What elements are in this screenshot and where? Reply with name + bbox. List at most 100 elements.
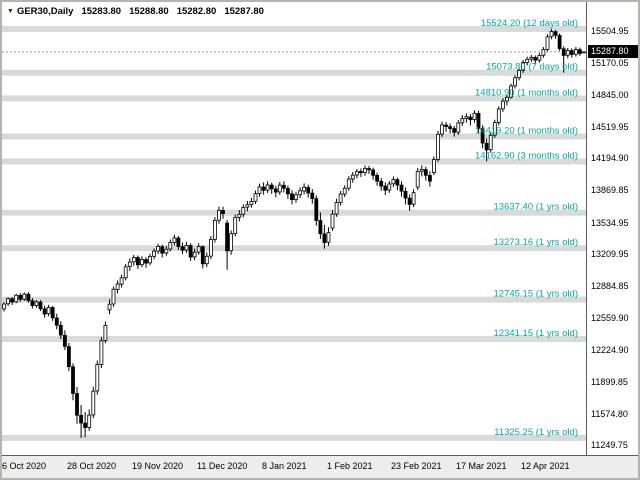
time-axis-label: 11 Dec 2020 [197,461,248,471]
candle-body [448,126,453,129]
candle-body [338,193,343,203]
candle-body [294,194,298,200]
sr-level-label: 12745.15 (1 yrs old) [494,289,579,300]
candle-body [127,261,132,268]
price-axis-tick: 13209.95 [591,249,629,259]
candle-body [71,366,75,394]
candle-body [379,180,384,187]
candle-body [123,266,128,279]
sr-level-label: 13637.40 (1 yrs old) [494,202,579,213]
candle-body [50,307,55,319]
symbol-dropdown-icon[interactable]: ▼ [7,8,14,15]
candle-body [111,288,116,305]
candle-body [423,169,428,176]
candle-body [322,233,327,243]
candle-body [391,179,396,185]
candlestick-chart: 15524.20 (12 days old) 15073.80 (7 days o… [2,18,586,441]
time-axis[interactable]: 6 Oct 2020 28 Oct 2020 19 Nov 2020 11 Dec 2… [2,455,638,478]
price-axis-tick: 12224.90 [591,345,629,355]
ohlc-open-value: 15283.80 [81,6,122,17]
candle-body [107,303,112,311]
sr-band [2,133,586,140]
current-price-tag: 15287.80 [588,45,638,58]
chart-header: ▼ GER30,Daily 15283.80 15288.80 15282.80 1528… [7,6,264,17]
candle-body [164,248,169,254]
candle-body [440,124,444,135]
candle-body [290,193,294,200]
candle-body [350,174,355,180]
time-axis-label: 17 Mar 2021 [456,461,507,471]
sr-level-label: 15524.20 (12 days old) [481,18,578,29]
candle-body [200,246,205,265]
time-axis-label: 8 Jan 2021 [262,461,307,471]
candle-body [54,317,59,326]
candle-body [387,183,392,191]
candle-body [399,184,404,192]
ohlc-low-value: 15282.80 [176,6,217,17]
candle-body [472,112,477,120]
candle-body [269,184,274,190]
candle-body [208,239,213,257]
ohlc-close-value: 15287.80 [224,6,264,17]
candle-body [537,55,542,61]
price-axis-tick: 13534.95 [591,218,629,228]
price-axis-tick: 12884.85 [591,281,629,291]
candle-body [326,232,331,243]
price-axis[interactable]: 15287.80 15504.95 15170.05 14845.00 14519.9… [586,2,638,455]
sr-level-label: 14810.90 (1 months old) [475,87,578,98]
price-axis-tick: 12559.90 [591,313,629,323]
candle-body [318,220,323,235]
time-axis-label: 12 Apr 2021 [521,461,570,471]
sr-level-label: 12341.15 (1 yrs old) [494,328,579,339]
candle-body [488,134,493,151]
candle-body [38,301,43,310]
candle-body [517,70,521,79]
candle-body [204,255,209,265]
candle-body [561,48,566,56]
candle-body [525,58,530,63]
candle-body [176,237,181,247]
candle-body [553,31,558,36]
sr-band [2,209,586,216]
candle-body [46,306,51,315]
candle-body [212,219,217,240]
candle-body [549,30,554,38]
candle-body [229,233,234,252]
candle-body [358,171,363,174]
candle-body [342,187,347,195]
candle-body [14,294,19,303]
candle-body [172,237,177,243]
candle-body [144,259,148,264]
symbol-timeframe-label: GER30,Daily [16,6,74,17]
candle-body [306,187,311,194]
time-axis-label: 28 Oct 2020 [67,461,117,471]
candle-body [119,277,124,285]
candle-body [509,85,513,98]
candle-body [152,250,157,257]
price-axis-tick: 14194.90 [591,153,629,163]
chart-plot-area[interactable]: 15524.20 (12 days old) 15073.80 (7 days o… [2,2,586,455]
candle-body [302,186,307,192]
candle-body [148,256,152,264]
time-axis-label: 23 Feb 2021 [391,461,442,471]
candle-body [265,184,270,191]
candle-body [484,142,489,151]
candle-body [354,171,359,176]
candle-body [574,49,578,55]
candle-body [237,213,242,218]
candle-body [419,168,424,172]
candle-body [460,118,465,124]
candle-body [367,168,371,171]
candle-body [225,222,230,252]
candle-body [403,190,408,199]
sr-band [2,69,586,76]
sr-bands [2,25,586,441]
candle-body [253,193,258,202]
candle-body [30,300,35,306]
candle-body [436,133,440,160]
candle-body [529,56,534,60]
candle-body [521,62,525,71]
candle-body [513,77,517,87]
candle-body [180,246,185,251]
time-axis-label: 1 Feb 2021 [327,461,373,471]
